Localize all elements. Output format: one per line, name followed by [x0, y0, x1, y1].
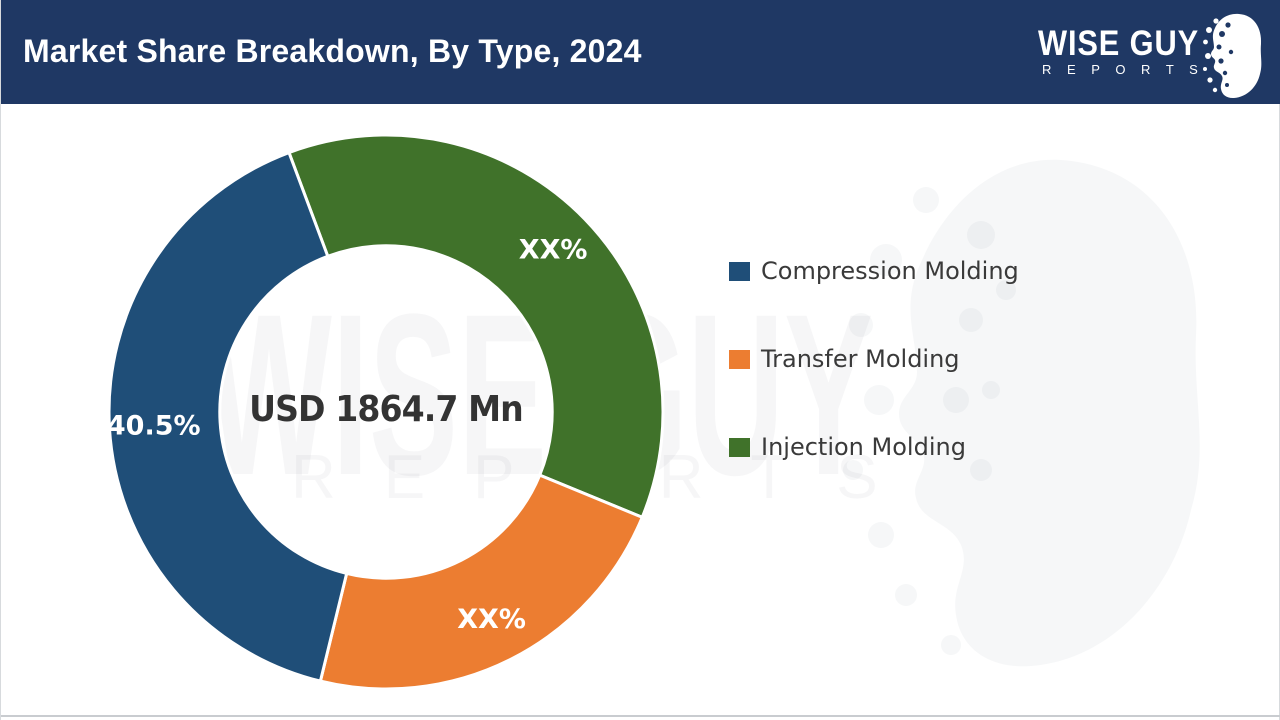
legend-swatch-injection-molding	[729, 437, 750, 457]
donut-segment-injection-molding	[287, 133, 665, 519]
brand-face-icon	[1203, 13, 1262, 99]
legend-item-transfer-molding: Transfer Molding	[729, 345, 1019, 373]
donut-center-value: USD 1864.7 Mn	[249, 389, 524, 430]
brand-logo: WISE GUY R E P O R T S	[1030, 8, 1265, 99]
legend-swatch-compression-molding	[729, 261, 750, 281]
donut-segment-transfer-molding	[318, 473, 644, 691]
footer-divider	[1, 715, 1280, 717]
page-title: Market Share Breakdown, By Type, 2024	[23, 33, 642, 69]
legend-swatch-transfer-molding	[729, 349, 750, 369]
chart-legend: Compression Molding Transfer Molding Inj…	[729, 257, 1019, 522]
legend-item-injection-molding: Injection Molding	[729, 433, 1019, 461]
header-bar: Market Share Breakdown, By Type, 2024 WI…	[1, 0, 1280, 104]
donut-segment-compression-molding	[107, 151, 349, 683]
legend-label: Compression Molding	[761, 257, 1019, 285]
brand-name: WISE GUY	[1038, 24, 1200, 63]
donut-chart: XX% XX% 40.5%	[107, 133, 665, 691]
legend-item-compression-molding: Compression Molding	[729, 257, 1019, 285]
slice-label-transfer-molding: XX%	[457, 604, 526, 635]
slice-label-compression-molding: 40.5%	[107, 410, 201, 441]
brand-subtitle: R E P O R T S	[1042, 62, 1204, 77]
legend-label: Transfer Molding	[761, 345, 960, 373]
legend-label: Injection Molding	[761, 433, 966, 461]
slice-label-injection-molding: XX%	[519, 235, 588, 266]
